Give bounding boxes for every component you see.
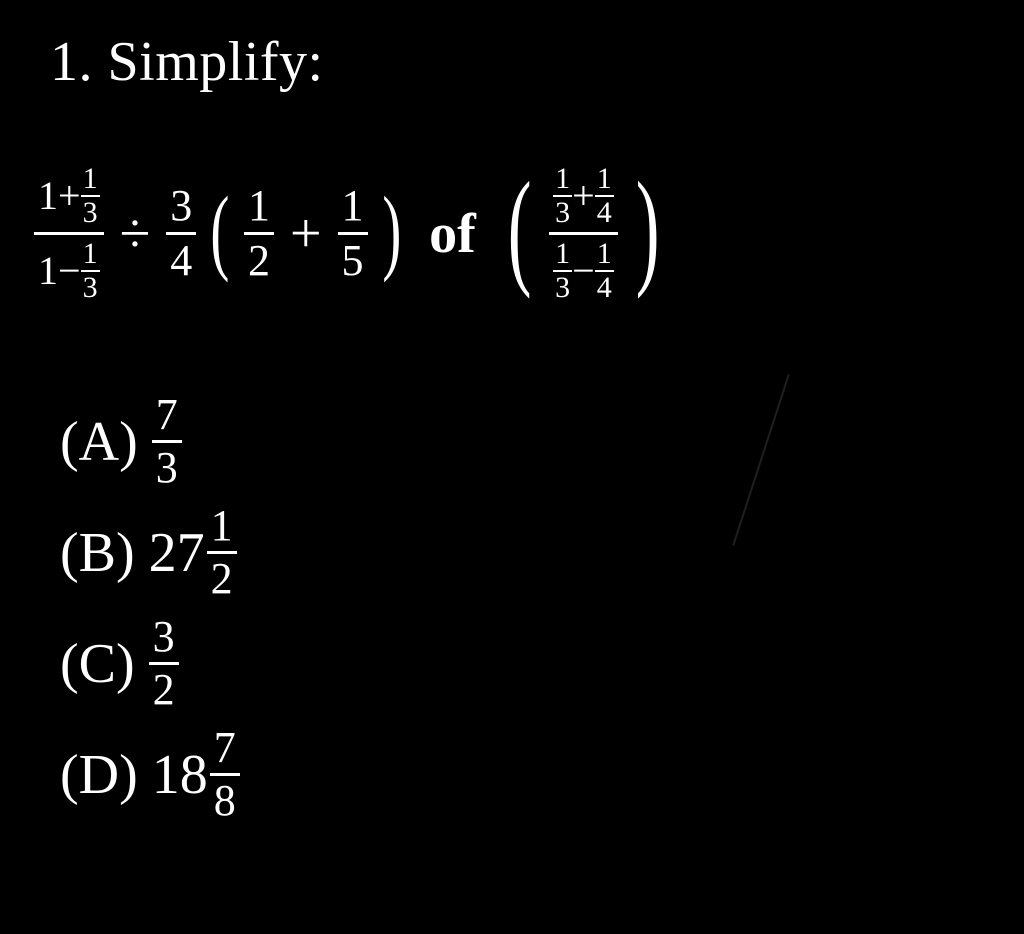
option-label: (B) <box>60 521 135 585</box>
small-fraction: 1 3 <box>81 239 100 303</box>
of-text: of <box>415 202 490 266</box>
option-label: (D) <box>60 743 138 807</box>
option-label: (A) <box>60 410 138 474</box>
divide-operator: ÷ <box>112 202 159 266</box>
paren2-denominator: 1 3 − 1 4 <box>549 239 618 303</box>
options-list: (A) 7 3 (B) 27 1 2 (C) 3 2 <box>60 393 974 823</box>
paren2-fraction: 1 3 + 1 4 1 3 − <box>549 164 618 303</box>
option-d: (D) 18 7 8 <box>60 726 974 823</box>
paren2-numerator: 1 3 + 1 4 <box>549 164 618 228</box>
question-prompt: Simplify: <box>108 31 324 93</box>
small-fraction: 1 4 <box>595 164 614 228</box>
option-label: (C) <box>60 632 135 696</box>
small-fraction: 1 3 <box>553 164 572 228</box>
term1-fraction: 1 + 1 3 1 − 1 3 <box>34 164 104 303</box>
term2-fraction: 3 4 <box>166 184 196 283</box>
paren1-b: 1 5 <box>338 184 368 283</box>
paren1-a: 1 2 <box>244 184 274 283</box>
option-fraction: 7 3 <box>152 393 182 490</box>
option-a: (A) 7 3 <box>60 393 974 490</box>
plus-operator: + <box>282 202 330 266</box>
small-fraction: 1 3 <box>553 239 572 303</box>
option-c: (C) 3 2 <box>60 615 974 712</box>
small-fraction: 1 4 <box>595 239 614 303</box>
option-fraction: 3 2 <box>149 615 179 712</box>
math-expression: 1 + 1 3 1 − 1 3 ÷ 3 <box>30 164 974 303</box>
option-fraction: 7 8 <box>210 726 240 823</box>
question-number: 1. <box>50 31 93 93</box>
option-fraction: 1 2 <box>207 504 237 601</box>
option-b: (B) 27 1 2 <box>60 504 974 601</box>
option-integer: 18 <box>152 743 208 807</box>
small-fraction: 1 3 <box>81 164 100 228</box>
term1-denominator: 1 − 1 3 <box>34 239 104 303</box>
option-integer: 27 <box>149 521 205 585</box>
term1-numerator: 1 + 1 3 <box>34 164 104 228</box>
question-title: 1. Simplify: <box>50 30 974 94</box>
